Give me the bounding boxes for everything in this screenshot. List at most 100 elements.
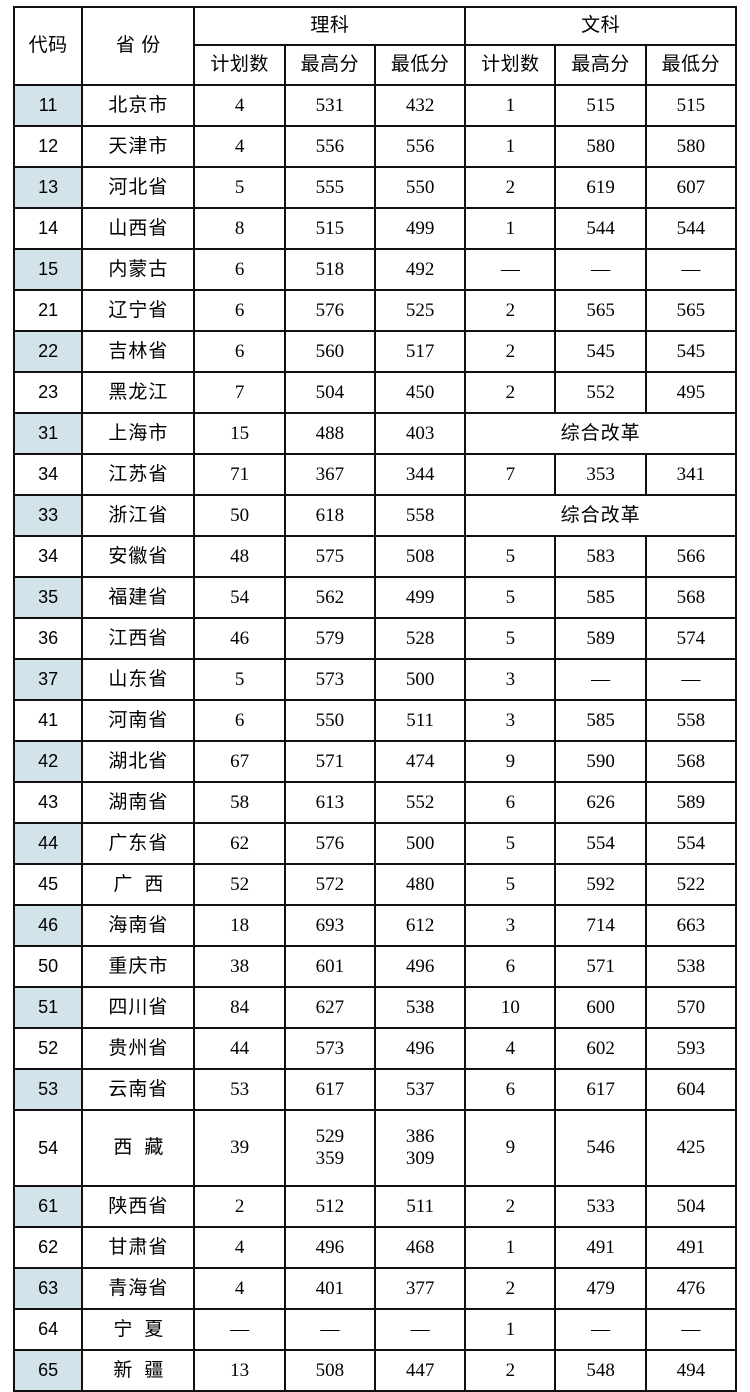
cell-arts-lowest: 504 [644, 1185, 738, 1228]
cell-arts-plan: 5 [464, 822, 557, 865]
cell-province-name: 北京市 [81, 84, 196, 127]
cell-province-name: 浙江省 [81, 494, 196, 537]
cell-science-lowest: 499 [373, 576, 467, 619]
cell-arts-plan: 3 [464, 904, 557, 947]
cell-arts-plan: 2 [464, 289, 557, 332]
cell-province-name: 云南省 [81, 1068, 196, 1111]
table-row: 44 广东省 62 576 500 5 554 554 [12, 822, 738, 865]
cell-arts-plan: 2 [464, 371, 557, 414]
cell-province-name: 河北省 [81, 166, 196, 209]
cell-science-lowest-line-1: 386 [405, 1126, 435, 1148]
cell-science-plan: 46 [193, 617, 286, 660]
cell-arts-plan: 9 [464, 740, 557, 783]
cell-arts-lowest: 522 [644, 863, 738, 906]
cell-province-name: 天津市 [81, 125, 196, 168]
cell-arts-highest: 585 [554, 699, 647, 742]
table-row: 61 陕西省 2 512 511 2 533 504 [12, 1185, 738, 1228]
cell-province-name: 四川省 [81, 986, 196, 1029]
cell-arts-plan: 2 [464, 1267, 557, 1310]
table-row: 23 黑龙江 7 504 450 2 552 495 [12, 371, 738, 414]
cell-province-code: 61 [12, 1185, 84, 1228]
cell-arts-lowest: 554 [644, 822, 738, 865]
cell-science-lowest: 344 [373, 453, 467, 496]
cell-province-code: 50 [12, 945, 84, 988]
cell-science-plan: 4 [193, 1267, 286, 1310]
cell-science-highest: 550 [283, 699, 376, 742]
cell-province-name: 广西 [81, 863, 196, 906]
table-row: 64 宁夏 — — —1— — [12, 1308, 738, 1351]
cell-arts-plan: 9 [464, 1109, 557, 1187]
cell-province-name: 江西省 [81, 617, 196, 660]
cell-science-highest: 367 [283, 453, 376, 496]
cell-science-lowest: 500 [373, 658, 467, 701]
cell-science-lowest-line-2: 309 [405, 1148, 435, 1169]
cell-province-name: 广东省 [81, 822, 196, 865]
cell-science-plan: 50 [193, 494, 286, 537]
cell-arts-merged-note: 综合改革 [464, 412, 737, 455]
cell-arts-plan: 5 [464, 617, 557, 660]
cell-science-lowest: 537 [373, 1068, 467, 1111]
cell-arts-lowest: — [644, 1308, 738, 1351]
cell-science-highest: 562 [283, 576, 376, 619]
cell-science-plan: 4 [193, 1226, 286, 1269]
cell-arts-lowest: 558 [644, 699, 738, 742]
cell-arts-highest: 565 [554, 289, 647, 332]
cell-science-plan: 18 [193, 904, 286, 947]
cell-science-plan: 48 [193, 535, 286, 578]
cell-province-name: 辽宁省 [81, 289, 196, 332]
cell-arts-plan: 1 [464, 1308, 557, 1351]
table-row: 12 天津市 4 556 556 1 580 580 [12, 125, 738, 168]
cell-province-name: 宁夏 [81, 1308, 196, 1351]
cell-arts-plan: 4 [464, 1027, 557, 1070]
cell-science-plan: 62 [193, 822, 286, 865]
cell-province-code: 53 [12, 1068, 84, 1111]
cell-science-lowest: 432 [373, 84, 467, 127]
cell-province-name: 西藏 [81, 1109, 196, 1187]
table-row: 15 内蒙古 6 518 492— — — [12, 248, 738, 291]
cell-province-name: 上海市 [81, 412, 196, 455]
cell-science-lowest: 538 [373, 986, 467, 1029]
cell-science-highest: 601 [283, 945, 376, 988]
cell-arts-plan: 1 [464, 84, 557, 127]
table-row: 33 浙江省 50 618 558 综合改革 [12, 494, 737, 537]
cell-arts-highest: 515 [554, 84, 647, 127]
cell-science-plan: 2 [193, 1185, 286, 1228]
cell-arts-highest: 548 [554, 1349, 647, 1392]
cell-arts-plan: 2 [464, 1349, 557, 1392]
cell-arts-lowest: 593 [644, 1027, 738, 1070]
cell-province-code: 14 [12, 207, 84, 250]
table-row: 41 河南省 6 550 511 3 585 558 [12, 699, 738, 742]
table-row: 36 江西省 46 579 528 5 589 574 [12, 617, 738, 660]
cell-science-highest: 573 [283, 1027, 376, 1070]
cell-science-lowest: 511 [373, 699, 467, 742]
cell-province-name: 新疆 [81, 1349, 196, 1392]
table-row: 45 广西 52 572 480 5 592 522 [12, 863, 738, 906]
header-arts-lowest: 最低分 [644, 44, 738, 86]
header-arts-highest: 最高分 [554, 44, 647, 86]
cell-arts-highest: 554 [554, 822, 647, 865]
cell-arts-lowest: 568 [644, 576, 738, 619]
cell-science-plan: 38 [193, 945, 286, 988]
provincial-admission-score-table: 代码 省 份 理科 文科 计划数 最高分 最低分 计划数 最高分 最低分 11 北… [12, 6, 738, 1392]
table-row: 53 云南省 53 617 537 6 617 604 [12, 1068, 738, 1111]
cell-science-highest: 512 [283, 1185, 376, 1228]
table-row: 42 湖北省 67 571 474 9 590 568 [12, 740, 738, 783]
cell-province-code: 51 [12, 986, 84, 1029]
table-row: 37 山东省 5 573 500 3— — [12, 658, 738, 701]
cell-province-name: 青海省 [81, 1267, 196, 1310]
cell-science-lowest: 500 [373, 822, 467, 865]
cell-arts-plan: 5 [464, 863, 557, 906]
cell-arts-lowest: 566 [644, 535, 738, 578]
cell-province-name: 贵州省 [81, 1027, 196, 1070]
cell-science-lowest: 612 [373, 904, 467, 947]
table-row: 51 四川省 84 627 538 10 600 570 [12, 986, 738, 1029]
cell-arts-highest: 546 [554, 1109, 647, 1187]
cell-province-name: 吉林省 [81, 330, 196, 373]
cell-science-lowest: 525 [373, 289, 467, 332]
cell-science-plan: 15 [193, 412, 286, 455]
table-row: 50 重庆市 38 601 496 6 571 538 [12, 945, 738, 988]
cell-province-code: 63 [12, 1267, 84, 1310]
cell-science-lowest: 496 [373, 1027, 467, 1070]
cell-science-lowest: 474 [373, 740, 467, 783]
cell-arts-highest: — [554, 1308, 647, 1351]
